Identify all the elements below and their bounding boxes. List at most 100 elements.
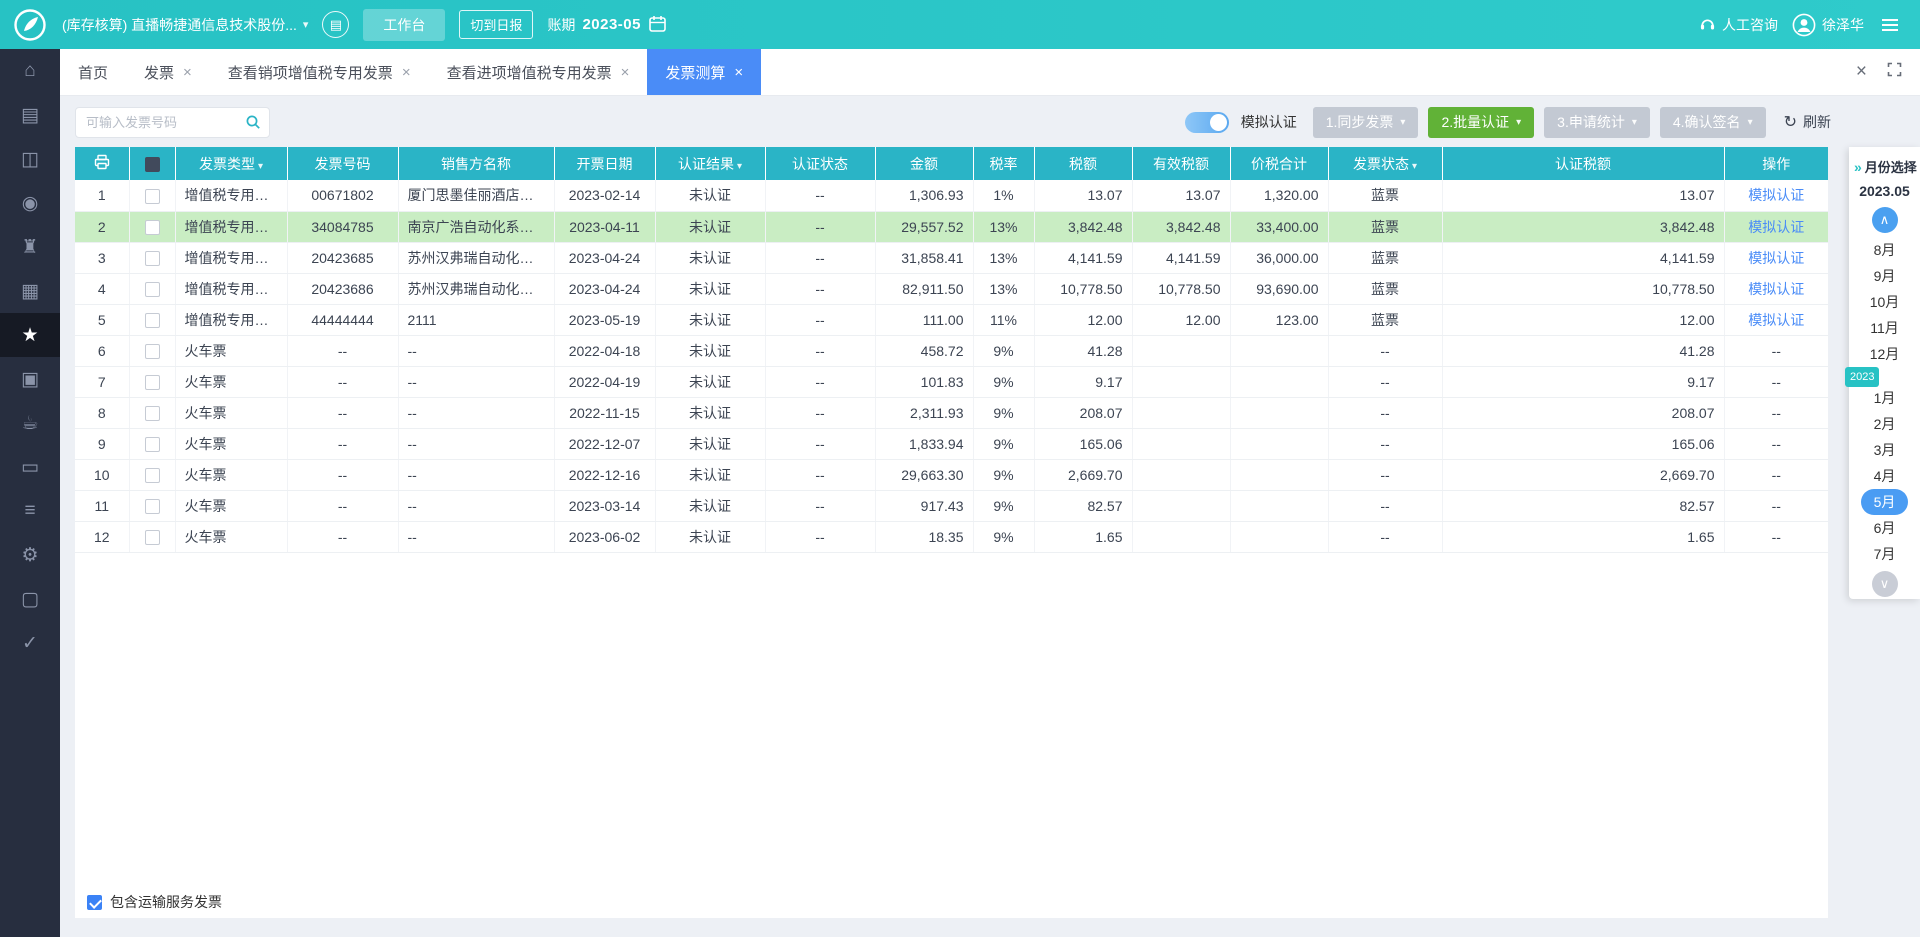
cell-checkbox[interactable] (129, 335, 176, 367)
sidebar-item-screen[interactable]: ▢ (0, 577, 60, 621)
tab-发票[interactable]: 发票 × (126, 49, 210, 95)
toolbar-button-1.同步发票[interactable]: 1.同步发票 ▾ (1312, 106, 1419, 138)
transport-invoice-checkbox[interactable] (87, 894, 102, 910)
tab-查看进项增值税专用发票[interactable]: 查看进项增值税专用发票 × (429, 49, 648, 95)
row-checkbox[interactable] (144, 405, 160, 421)
month-item-2月[interactable]: 2月 (1849, 411, 1920, 437)
toolbar-button-3.申请统计[interactable]: 3.申请统计 ▾ (1544, 106, 1650, 138)
sidebar-item-settings[interactable]: ⚙ (0, 533, 60, 577)
cell-action[interactable]: 模拟认证 (1724, 211, 1828, 243)
select-all-checkbox[interactable] (144, 156, 160, 172)
row-checkbox[interactable] (144, 281, 160, 297)
tab-close-icon[interactable]: × (183, 63, 192, 81)
scroll-up-button[interactable]: ∧ (1871, 207, 1898, 233)
sidebar-item-report[interactable]: ▦ (0, 269, 60, 313)
month-item-8月[interactable]: 8月 (1849, 237, 1920, 263)
cell-checkbox[interactable] (129, 521, 176, 553)
sidebar-item-chart[interactable]: ◫ (0, 137, 60, 181)
cell-checkbox[interactable] (129, 273, 176, 305)
table-row[interactable]: 4 增值税专用发票20423686苏州汉弗瑞自动化科技有限...2023-04-2… (75, 273, 1828, 305)
toolbar-button-4.确认签名[interactable]: 4.确认签名 ▾ (1659, 106, 1766, 138)
hamburger-menu-icon[interactable] (1878, 15, 1902, 35)
cell-checkbox[interactable] (129, 459, 176, 491)
sidebar-item-workbench[interactable]: ★ (0, 313, 60, 357)
scroll-down-button[interactable]: ∨ (1871, 571, 1898, 597)
month-item-6月[interactable]: 6月 (1849, 515, 1920, 541)
fullscreen-icon[interactable] (1887, 62, 1902, 82)
month-item-11月[interactable]: 11月 (1849, 315, 1920, 341)
month-item-7月[interactable]: 7月 (1849, 541, 1920, 567)
row-checkbox[interactable] (144, 374, 160, 390)
month-item-9月[interactable]: 9月 (1849, 263, 1920, 289)
search-icon[interactable] (245, 114, 261, 135)
period-selector[interactable]: 账期 2023-05 (547, 14, 667, 36)
simulate-auth-toggle[interactable] (1184, 111, 1229, 133)
row-checkbox[interactable] (144, 312, 160, 328)
cell-action[interactable]: 模拟认证 (1724, 273, 1828, 305)
cell-checkbox[interactable] (129, 242, 176, 274)
row-checkbox[interactable] (144, 343, 160, 359)
row-checkbox[interactable] (144, 498, 160, 514)
sidebar-item-invoice[interactable]: ▤ (0, 93, 60, 137)
table-row[interactable]: 11 火车票 -- -- 2023-03-14 未认证 -- 917.43 9% 82.57 -- 8… (75, 490, 1828, 522)
simulate-auth-link[interactable]: 模拟认证 (1748, 280, 1805, 297)
tab-查看销项增值税专用发票[interactable]: 查看销项增值税专用发票 × (210, 49, 429, 95)
tab-close-icon[interactable]: × (620, 63, 630, 81)
filter-caret-icon[interactable]: ▾ (257, 160, 264, 172)
sidebar-item-bank[interactable]: ♜ (0, 225, 60, 269)
cell-action[interactable]: 模拟认证 (1724, 242, 1828, 274)
table-row[interactable]: 9 火车票 -- -- 2022-12-07 未认证 -- 1,833.94 9% 165.06-… (75, 428, 1828, 460)
col-header-发票类型[interactable]: 发票类型 ▾ (175, 147, 288, 180)
table-row[interactable]: 2 增值税专用发票34084785南京广浩自动化系统有限责...2023-04-1… (75, 211, 1828, 243)
row-checkbox[interactable] (144, 250, 160, 266)
month-item-4月[interactable]: 4月 (1849, 463, 1920, 489)
simulate-auth-link[interactable]: 模拟认证 (1748, 187, 1805, 204)
table-row[interactable]: 8 火车票 -- -- 2022-11-15 未认证 -- 2,311.93 9% 208.07-… (75, 397, 1828, 429)
print-column-header[interactable] (75, 147, 130, 180)
user-menu[interactable]: 徐泽华 (1792, 13, 1864, 37)
toolbar-button-2.批量认证[interactable]: 2.批量认证 ▾ (1428, 106, 1535, 138)
switch-daily-button[interactable]: 切到日报 (459, 10, 534, 39)
simulate-auth-link[interactable]: 模拟认证 (1748, 249, 1805, 266)
table-row[interactable]: 7 火车票 -- -- 2022-04-19 未认证 -- 101.83 9% 9.17 -- 9.1… (75, 366, 1828, 398)
help-button[interactable]: 人工咨询 (1699, 15, 1778, 35)
search-input[interactable] (75, 106, 270, 138)
sidebar-item-check[interactable]: ✓ (0, 621, 60, 665)
tab-close-icon[interactable]: × (401, 63, 411, 81)
filter-caret-icon[interactable]: ▾ (736, 160, 743, 172)
sidebar-item-card[interactable]: ▭ (0, 445, 60, 489)
cell-checkbox[interactable] (129, 180, 176, 212)
table-row[interactable]: 1 增值税专用发票00671802厦门思墨佳丽酒店管理有限...2023-02-1… (75, 180, 1828, 212)
cell-checkbox[interactable] (129, 490, 176, 522)
row-checkbox[interactable] (144, 188, 160, 204)
row-checkbox[interactable] (144, 467, 160, 483)
month-item-3月[interactable]: 3月 (1849, 437, 1920, 463)
table-row[interactable]: 6 火车票 -- -- 2022-04-18 未认证 -- 458.72 9% 41.28 -- 41… (75, 335, 1828, 367)
col-header-发票状态[interactable]: 发票状态 ▾ (1328, 147, 1443, 180)
month-item-10月[interactable]: 10月 (1849, 289, 1920, 315)
cell-action[interactable]: 模拟认证 (1724, 180, 1828, 212)
cell-checkbox[interactable] (129, 428, 176, 460)
sidebar-item-funds[interactable]: ◉ (0, 181, 60, 225)
row-checkbox[interactable] (144, 529, 160, 545)
cell-checkbox[interactable] (129, 211, 176, 243)
month-item-12月[interactable]: 12月 (1849, 341, 1920, 367)
row-checkbox[interactable] (144, 436, 160, 452)
sidebar-item-supplies[interactable]: ☕ (0, 401, 60, 445)
cell-checkbox[interactable] (129, 397, 176, 429)
col-header-认证结果[interactable]: 认证结果 ▾ (655, 147, 766, 180)
sidebar-item-cabinet[interactable]: ≡ (0, 489, 60, 533)
tab-发票测算[interactable]: 发票测算 × (647, 49, 762, 95)
tab-首页[interactable]: 首页 (60, 49, 126, 95)
month-item-5月[interactable]: 5月 (1849, 489, 1920, 515)
row-checkbox[interactable] (144, 219, 160, 235)
collapse-panel-icon[interactable]: » (1854, 158, 1862, 175)
workbench-button[interactable]: 工作台 (363, 8, 446, 41)
month-item-1月[interactable]: 1月 (1849, 385, 1920, 411)
cell-checkbox[interactable] (129, 366, 176, 398)
tab-close-icon[interactable]: × (734, 63, 744, 81)
table-row[interactable]: 10 火车票 -- -- 2022-12-16 未认证 -- 29,663.30 9% 2,669… (75, 459, 1828, 491)
cell-action[interactable]: 模拟认证 (1724, 304, 1828, 336)
sidebar-item-archive[interactable]: ▣ (0, 357, 60, 401)
close-all-tabs-icon[interactable]: × (1855, 61, 1867, 82)
